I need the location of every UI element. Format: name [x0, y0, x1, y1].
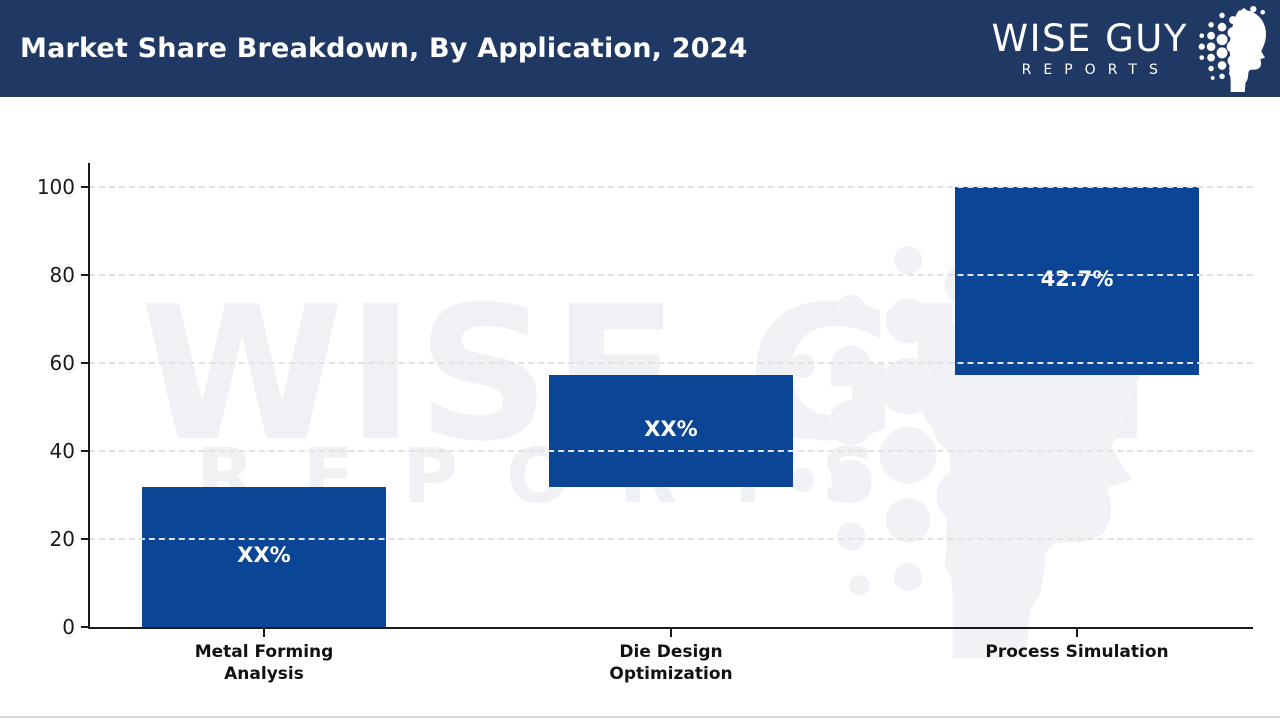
y-tick-label-20: 20 [49, 526, 75, 551]
y-tick-label-80: 80 [49, 262, 75, 287]
x-axis-spine [89, 627, 1253, 629]
bar-value-label-2: XX% [644, 416, 698, 441]
waterfall-chart: 0 20 40 60 80 100 XX% XX% 42.7% Metal Forming Ana… [0, 97, 1280, 717]
x-tick-mark-3 [1076, 629, 1078, 637]
y-tick-mark-60 [81, 361, 89, 364]
gridline-40 [89, 449, 1253, 452]
gridline-80 [89, 273, 1253, 276]
wise-guy-logo: WISE GUY REPORTS [992, 5, 1274, 92]
logo-text: WISE GUY REPORTS [992, 20, 1188, 77]
y-tick-mark-80 [81, 273, 89, 276]
bar-value-label-3: 42.7% [1040, 266, 1114, 291]
logo-subtitle: REPORTS [1021, 62, 1170, 78]
y-tick-label-0: 0 [62, 615, 75, 639]
y-tick-mark-100 [81, 185, 89, 188]
y-tick-label-60: 60 [49, 350, 75, 375]
page-title: Market Share Breakdown, By Application, … [20, 33, 748, 64]
bar-2: XX% [549, 374, 793, 487]
footer-divider [0, 716, 1280, 718]
y-axis-spine [88, 163, 90, 629]
gridline-60 [89, 361, 1253, 364]
y-tick-mark-0 [81, 626, 89, 628]
header-bar: Market Share Breakdown, By Application, … [0, 0, 1280, 97]
bar-1: XX% [142, 486, 386, 627]
dotted-head-icon [1198, 5, 1266, 92]
y-tick-label-100: 100 [36, 174, 75, 199]
y-tick-mark-40 [81, 449, 89, 452]
y-tick-mark-20 [81, 537, 89, 540]
x-tick-label-1: Metal Forming Analysis [194, 642, 334, 685]
bar-value-label-1: XX% [237, 542, 291, 567]
x-tick-label-2: Die Design Optimization [609, 642, 733, 685]
gridline-100 [89, 185, 1253, 188]
bar-3: 42.7% [955, 186, 1199, 375]
x-tick-mark-1 [263, 629, 265, 637]
logo-name: WISE GUY [991, 17, 1188, 60]
y-tick-label-40: 40 [49, 438, 75, 463]
gridline-20 [89, 537, 1253, 540]
x-tick-label-3: Process Simulation [985, 642, 1169, 662]
x-tick-mark-2 [670, 629, 672, 637]
